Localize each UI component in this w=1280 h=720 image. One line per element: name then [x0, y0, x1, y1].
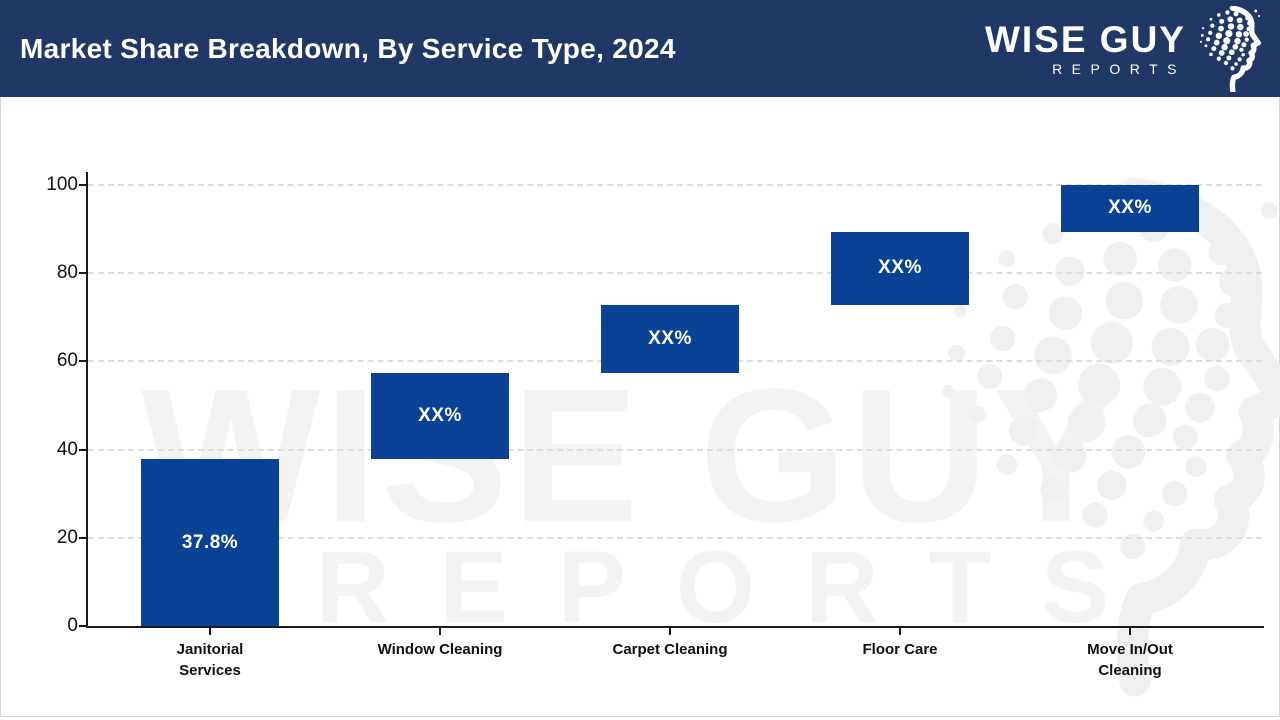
bar-value-label: XX%	[878, 257, 922, 279]
x-tick-mark-janitorial-services	[209, 628, 211, 635]
y-tick-label-100: 100	[46, 174, 78, 195]
brand-logo: WISE GUY REPORTS	[985, 0, 1262, 97]
gridline-100	[88, 184, 1262, 186]
y-axis-line	[86, 172, 88, 628]
y-tick-label-20: 20	[56, 526, 78, 548]
y-tick-label-80: 80	[56, 262, 78, 284]
bar-window-cleaning: XX%	[371, 373, 509, 460]
y-tick-mark-40	[79, 448, 86, 451]
gridline-80	[88, 272, 1262, 275]
wise-guy-face-icon	[1190, 6, 1262, 92]
bar-floor-care: XX%	[831, 231, 969, 305]
x-tick-mark-floor-care	[899, 628, 901, 635]
plot-area: 37.8% XX% XX% XX% XX%	[88, 184, 1262, 626]
y-tick-mark-20	[79, 536, 86, 539]
brand-name: WISE GUY	[984, 18, 1186, 60]
y-tick-label-0: 0	[67, 615, 78, 636]
bar-carpet-cleaning: XX%	[601, 304, 739, 374]
y-tick-mark-60	[79, 360, 86, 363]
watermark-text: REPORTS	[316, 530, 1160, 644]
x-tick-mark-window-cleaning	[439, 628, 441, 635]
x-axis-label-carpet-cleaning: Carpet Cleaning	[612, 641, 728, 658]
brand-wordmark: WISE GUY REPORTS	[984, 18, 1186, 77]
bar-value-label: XX%	[1108, 197, 1152, 219]
x-axis-line	[86, 626, 1264, 628]
x-axis-label-floor-care: Floor Care	[862, 641, 938, 658]
x-axis-label-move-in-out-cleaning: Move In/Out Cleaning	[1087, 641, 1173, 679]
x-axis-label-window-cleaning: Window Cleaning	[377, 641, 503, 658]
y-tick-mark-0	[79, 625, 86, 627]
brand-subtitle: REPORTS	[1052, 60, 1186, 77]
y-tick-label-60: 60	[56, 350, 78, 372]
report-header: Market Share Breakdown, By Service Type,…	[0, 0, 1280, 97]
bar-value-label: 37.8%	[181, 531, 239, 553]
bar-value-label: XX%	[648, 328, 692, 350]
x-tick-mark-carpet-cleaning	[669, 628, 671, 635]
y-tick-mark-80	[79, 272, 86, 275]
gridline-40	[88, 448, 1262, 451]
bar-janitorial-services: 37.8%	[141, 459, 279, 626]
watermark-text: WISE GUY	[141, 350, 1124, 562]
x-tick-mark-move-in-out-cleaning	[1129, 628, 1131, 635]
bar-move-in-out-cleaning: XX%	[1061, 185, 1199, 232]
bar-value-label: XX%	[418, 405, 462, 427]
x-axis-label-janitorial-services: Janitorial Services	[176, 641, 244, 679]
y-tick-label-40: 40	[56, 438, 78, 460]
y-tick-mark-100	[79, 184, 86, 186]
chart-title: Market Share Breakdown, By Service Type,…	[20, 32, 676, 64]
gridline-20	[88, 536, 1262, 539]
